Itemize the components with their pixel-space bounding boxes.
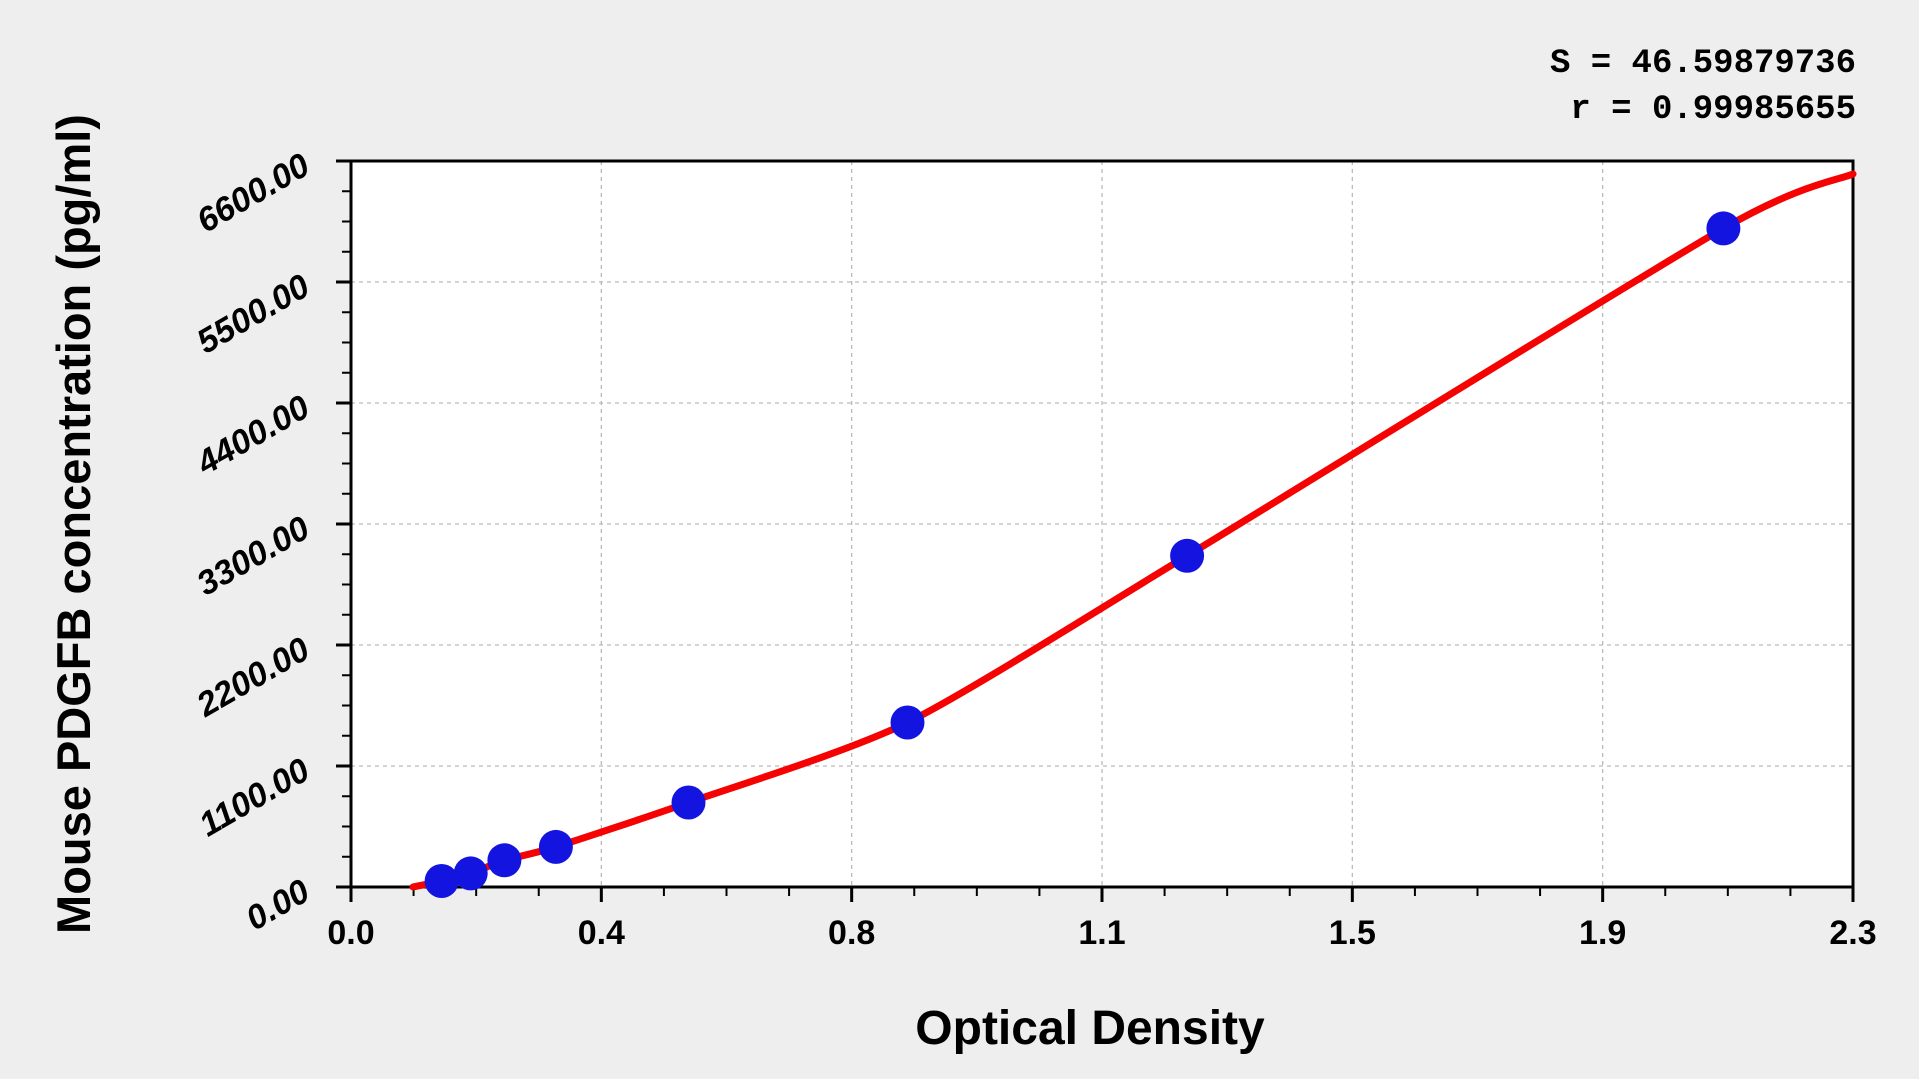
svg-text:0.8: 0.8 [828, 914, 875, 952]
svg-text:0.0: 0.0 [327, 914, 374, 952]
svg-text:0.4: 0.4 [578, 914, 625, 952]
svg-text:2.3: 2.3 [1829, 914, 1876, 952]
svg-text:1.9: 1.9 [1579, 914, 1626, 952]
svg-text:S = 46.59879736: S = 46.59879736 [1550, 45, 1856, 83]
svg-text:1.5: 1.5 [1329, 914, 1376, 952]
svg-text:Mouse PDGFB concentration (pg/: Mouse PDGFB concentration (pg/ml) [47, 114, 100, 934]
svg-text:Optical Density: Optical Density [915, 1002, 1265, 1055]
svg-text:1.1: 1.1 [1078, 914, 1125, 952]
svg-text:r = 0.99985655: r = 0.99985655 [1570, 91, 1856, 129]
